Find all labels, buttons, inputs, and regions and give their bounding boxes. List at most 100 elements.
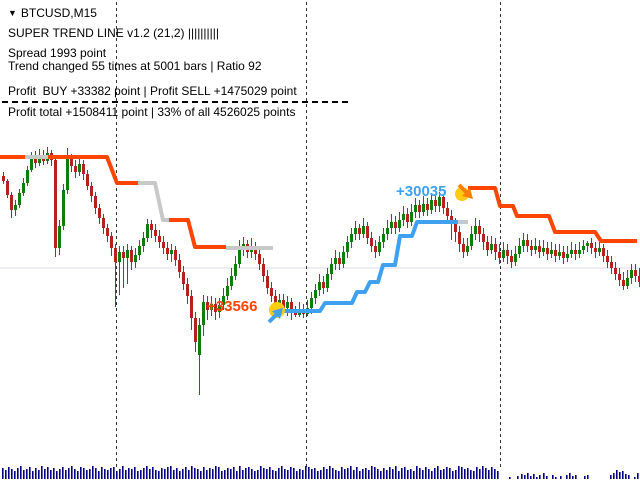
volume-bar — [56, 471, 58, 479]
volume-bar — [386, 470, 388, 479]
volume-bar — [494, 469, 496, 479]
candle-body — [594, 248, 597, 252]
volume-bar — [227, 468, 229, 479]
candle-body — [206, 302, 209, 310]
candle-body — [478, 226, 481, 234]
volume-bar — [44, 469, 46, 479]
volume-bar — [92, 466, 94, 479]
volume-bar — [299, 469, 301, 479]
volume-bar — [149, 469, 151, 479]
volume-bar — [392, 469, 394, 479]
buy-signal-arrow-icon — [272, 308, 283, 319]
candle-body — [546, 248, 549, 254]
supertrend-up-segment — [277, 220, 458, 313]
volume-bar — [107, 470, 109, 479]
candle-body — [462, 244, 465, 252]
volume-bar — [212, 469, 214, 479]
volume-bar — [389, 467, 391, 479]
volume-bar — [425, 467, 427, 479]
candle-body — [634, 270, 637, 276]
candle-body — [610, 262, 613, 268]
candle-body — [438, 197, 441, 206]
candle-body — [230, 276, 233, 286]
volume-bar — [569, 473, 571, 479]
volume-bar — [634, 477, 636, 479]
volume-bar — [290, 467, 292, 479]
volume-bar — [191, 466, 193, 479]
volume-bar — [404, 467, 406, 479]
volume-bar — [625, 474, 627, 479]
candle-body — [326, 274, 329, 288]
candle-body — [214, 304, 217, 312]
volume-bar — [239, 466, 241, 479]
candle-body — [606, 256, 609, 262]
volume-bar — [610, 475, 612, 479]
sell-signal-label: +30035 — [396, 183, 447, 200]
candle-body — [578, 250, 581, 254]
candle-body — [2, 176, 5, 181]
candle-body — [130, 250, 133, 262]
volume-bar — [5, 470, 7, 479]
volume-bar — [218, 467, 220, 479]
volume-bar — [335, 470, 337, 479]
volume-bar — [182, 469, 184, 479]
volume-bar — [555, 477, 557, 479]
candle-body — [70, 158, 73, 166]
candle-body — [550, 250, 553, 254]
volume-bar — [329, 466, 331, 479]
candle-body — [54, 160, 57, 248]
volume-bar — [140, 470, 142, 479]
volume-bar — [560, 476, 562, 479]
volume-bar — [359, 471, 361, 479]
candle-body — [22, 183, 25, 193]
volume-bar — [8, 467, 10, 479]
candle-body — [14, 205, 17, 210]
candle-body — [266, 276, 269, 288]
volume-bar — [380, 471, 382, 479]
volume-bar — [167, 467, 169, 479]
candle-body — [98, 208, 101, 218]
volume-bar — [637, 473, 639, 479]
candle-body — [162, 242, 165, 248]
volume-bar — [17, 468, 19, 479]
candle-body — [126, 250, 129, 258]
volume-bar — [209, 468, 211, 479]
volume-bar — [98, 471, 100, 479]
volume-bar — [236, 471, 238, 479]
candle-body — [314, 290, 317, 298]
symbol-period-label[interactable]: ▼ BTCUSD,M15 — [8, 6, 97, 21]
volume-bar — [362, 469, 364, 479]
candle-body — [514, 254, 517, 262]
volume-bar — [326, 469, 328, 479]
candle-body — [110, 236, 113, 248]
candle-body — [502, 250, 505, 258]
candle-body — [106, 228, 109, 236]
volume-bar — [245, 468, 247, 479]
volume-bar — [221, 471, 223, 479]
volume-bar — [344, 469, 346, 479]
volume-bar — [455, 470, 457, 479]
candle-body — [210, 304, 213, 310]
candle-body — [558, 252, 561, 256]
volume-bar — [11, 469, 13, 479]
volume-bar — [80, 467, 82, 479]
volume-bar — [23, 470, 25, 479]
volume-bar — [428, 469, 430, 479]
candle-body — [534, 246, 537, 250]
volume-bar — [416, 466, 418, 479]
candle-body — [138, 246, 141, 255]
volume-bar — [59, 469, 61, 479]
volume-bar — [116, 471, 118, 479]
volume-bar — [320, 470, 322, 479]
candle-body — [366, 226, 369, 238]
candle-body — [530, 246, 533, 250]
symbol-dropdown-icon[interactable]: ▼ — [8, 8, 17, 18]
candle-body — [626, 278, 629, 286]
candle-body — [430, 200, 433, 210]
volume-bar — [104, 469, 106, 479]
volume-bar — [20, 466, 22, 479]
candle-body — [294, 312, 297, 315]
volume-bar — [101, 467, 103, 479]
volume-bar — [491, 467, 493, 479]
